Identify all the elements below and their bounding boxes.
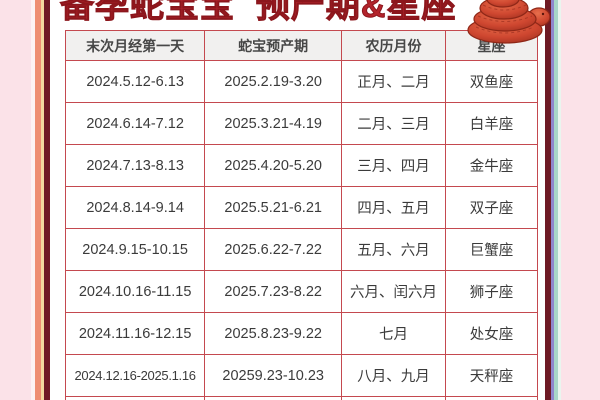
frame-stripe-gold <box>41 0 44 400</box>
cell-due-date: 2025.4.20-5.20 <box>204 144 343 187</box>
cell-due-date: 2025.10.24-11.22 <box>204 396 343 400</box>
cell-last-period: 2024.10.16-11.15 <box>64 270 206 313</box>
cell-lunar-month: 四月、五月 <box>341 186 446 229</box>
frame-stripe-mint <box>558 0 561 400</box>
cell-lunar-month: 七月 <box>341 312 446 355</box>
table-row: 2024.10.16-11.15 2025.7.23-8.22 六月、闰六月 狮… <box>64 270 539 313</box>
cell-lunar-month: 八月、九月 <box>341 354 446 397</box>
cell-lunar-month: 九月、十月 <box>341 396 446 400</box>
table-row: 2024.11.16-12.15 2025.8.23-9.22 七月 处女座 <box>64 312 539 355</box>
col-header-due-date: 蛇宝预产期 <box>204 30 343 61</box>
frame-stripe-salmon <box>35 0 41 400</box>
table-row: 2024.9.15-10.15 2025.6.22-7.22 五月、六月 巨蟹座 <box>64 228 539 271</box>
cell-lunar-month: 二月、三月 <box>341 102 446 145</box>
cell-zodiac: 双鱼座 <box>444 60 539 103</box>
cell-lunar-month: 五月、六月 <box>341 228 446 271</box>
cell-due-date: 2025.6.22-7.22 <box>204 228 343 271</box>
cell-zodiac: 处女座 <box>444 312 539 355</box>
table-row: 2024.6.14-7.12 2025.3.21-4.19 二月、三月 白羊座 <box>64 102 539 145</box>
frame-stripe-maroon-right <box>545 0 551 400</box>
cell-due-date: 2025.3.21-4.19 <box>204 102 343 145</box>
cell-last-period: 2024.11.16-12.15 <box>64 312 206 355</box>
cell-lunar-month: 三月、四月 <box>341 144 446 187</box>
table-row: 2024.8.14-9.14 2025.5.21-6.21 四月、五月 双子座 <box>64 186 539 229</box>
col-header-last-period: 末次月经第一天 <box>64 30 206 61</box>
page-title: 备孕蛇宝宝 预产期&星座 <box>60 0 457 25</box>
cell-zodiac: 巨蟹座 <box>444 228 539 271</box>
cell-last-period: 2024.8.14-9.14 <box>64 186 206 229</box>
frame-stripe-pink-right <box>561 0 600 400</box>
cell-due-date: 2025.8.23-9.22 <box>204 312 343 355</box>
cell-zodiac: 天蝎座 <box>444 396 539 400</box>
frame-stripe-white-left <box>31 0 35 400</box>
cell-due-date: 2025.5.21-6.21 <box>204 186 343 229</box>
cell-due-date: 20259.23-10.23 <box>204 354 343 397</box>
cell-zodiac: 天秤座 <box>444 354 539 397</box>
cell-zodiac: 狮子座 <box>444 270 539 313</box>
frame-stripe-pink-left <box>0 0 31 400</box>
content-card: 备孕蛇宝宝 预产期&星座 末次月经第一天 <box>50 0 551 400</box>
cell-due-date: 2025.2.19-3.20 <box>204 60 343 103</box>
table-header-row: 末次月经第一天 蛇宝预产期 农历月份 星座 <box>64 30 539 61</box>
cell-last-period: 2024.5.12-6.13 <box>64 60 206 103</box>
frame-stripe-maroon-left <box>44 0 50 400</box>
cell-last-period: 2024.6.14-7.12 <box>64 102 206 145</box>
frame-stripe-purple <box>551 0 554 400</box>
cell-due-date: 2025.7.23-8.22 <box>204 270 343 313</box>
coiled-snake-icon <box>467 0 551 44</box>
due-date-table: 末次月经第一天 蛇宝预产期 农历月份 星座 2024.5.12-6.13 202… <box>64 30 539 400</box>
col-header-lunar-month: 农历月份 <box>341 30 446 61</box>
cell-zodiac: 金牛座 <box>444 144 539 187</box>
table-row: 2025.1.17-2.15 2025.10.24-11.22 九月、十月 天蝎… <box>64 396 539 400</box>
cell-lunar-month: 正月、二月 <box>341 60 446 103</box>
cell-zodiac: 双子座 <box>444 186 539 229</box>
table-row: 2024.7.13-8.13 2025.4.20-5.20 三月、四月 金牛座 <box>64 144 539 187</box>
frame-stripe-teal <box>554 0 558 400</box>
table-row: 2024.5.12-6.13 2025.2.19-3.20 正月、二月 双鱼座 <box>64 60 539 103</box>
cell-last-period: 2025.1.17-2.15 <box>64 396 206 400</box>
cell-last-period: 2024.9.15-10.15 <box>64 228 206 271</box>
cell-last-period: 2024.12.16-2025.1.16 <box>64 354 206 397</box>
cell-zodiac: 白羊座 <box>444 102 539 145</box>
table-row: 2024.12.16-2025.1.16 20259.23-10.23 八月、九… <box>64 354 539 397</box>
cell-last-period: 2024.7.13-8.13 <box>64 144 206 187</box>
cell-lunar-month: 六月、闰六月 <box>341 270 446 313</box>
